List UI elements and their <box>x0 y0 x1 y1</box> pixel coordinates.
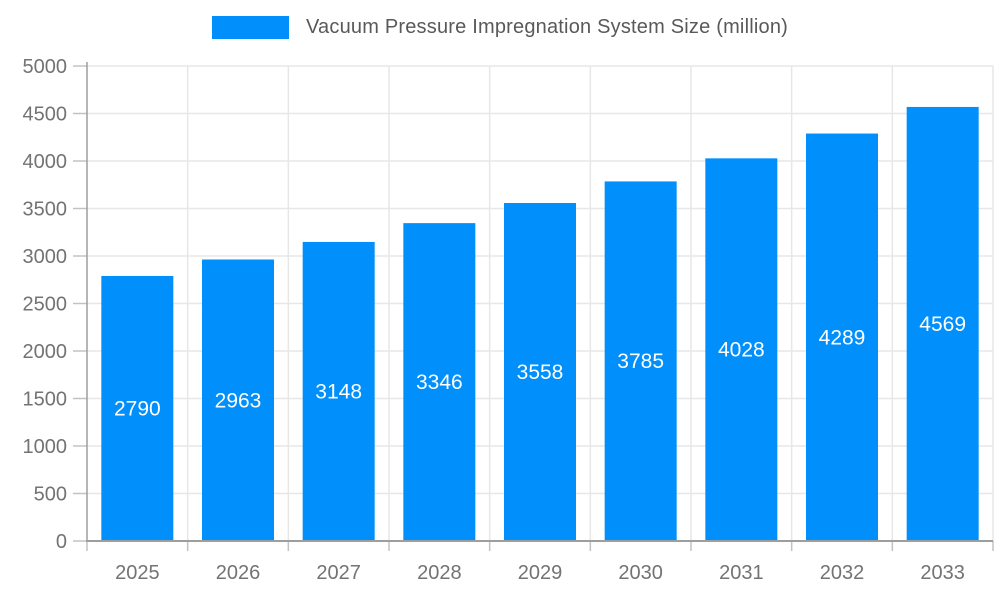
bar-value-label: 2963 <box>215 389 262 412</box>
bar[interactable] <box>705 158 778 541</box>
x-axis-label: 2027 <box>316 562 361 584</box>
bar[interactable] <box>906 106 979 541</box>
y-axis-label: 2000 <box>23 341 68 363</box>
bar[interactable] <box>101 275 174 541</box>
x-axis-label: 2026 <box>216 562 261 584</box>
bar[interactable] <box>806 133 878 542</box>
x-axis-label: 2031 <box>719 562 764 584</box>
chart-legend[interactable]: Vacuum Pressure Impregnation System Size… <box>0 16 1000 39</box>
y-axis-label: 5000 <box>23 56 68 78</box>
x-axis-label: 2025 <box>115 562 160 584</box>
y-axis-label: 2500 <box>23 294 68 316</box>
y-axis-label: 4500 <box>23 104 68 126</box>
y-axis-label: 1000 <box>23 436 68 458</box>
bar[interactable] <box>403 223 476 541</box>
x-axis-label: 2033 <box>920 562 965 584</box>
bar-value-label: 4569 <box>919 313 966 336</box>
bar-value-label: 3346 <box>416 371 463 394</box>
bar[interactable] <box>202 259 274 541</box>
bar-value-label: 2790 <box>114 397 161 420</box>
bar[interactable] <box>604 181 677 542</box>
x-axis-label: 2032 <box>820 562 865 584</box>
y-axis-label: 0 <box>56 531 67 553</box>
y-axis-label: 4000 <box>23 151 68 173</box>
y-axis-label: 1500 <box>23 389 68 411</box>
x-axis-label: 2028 <box>417 562 462 584</box>
x-axis-label: 2030 <box>618 562 663 584</box>
bar-value-label: 3785 <box>617 350 664 373</box>
x-axis-label: 2029 <box>518 562 563 584</box>
bar-value-label: 3558 <box>517 361 564 384</box>
bar-value-label: 4289 <box>819 326 866 349</box>
y-axis-label: 500 <box>34 484 67 506</box>
legend-label: Vacuum Pressure Impregnation System Size… <box>305 16 789 38</box>
y-axis-label: 3000 <box>23 246 68 268</box>
bar[interactable] <box>302 241 375 541</box>
bar[interactable] <box>504 202 576 542</box>
bar-value-label: 4028 <box>718 339 765 362</box>
bar-value-label: 3148 <box>315 380 362 403</box>
y-axis-label: 3500 <box>23 199 68 221</box>
legend-swatch-icon <box>211 16 289 39</box>
